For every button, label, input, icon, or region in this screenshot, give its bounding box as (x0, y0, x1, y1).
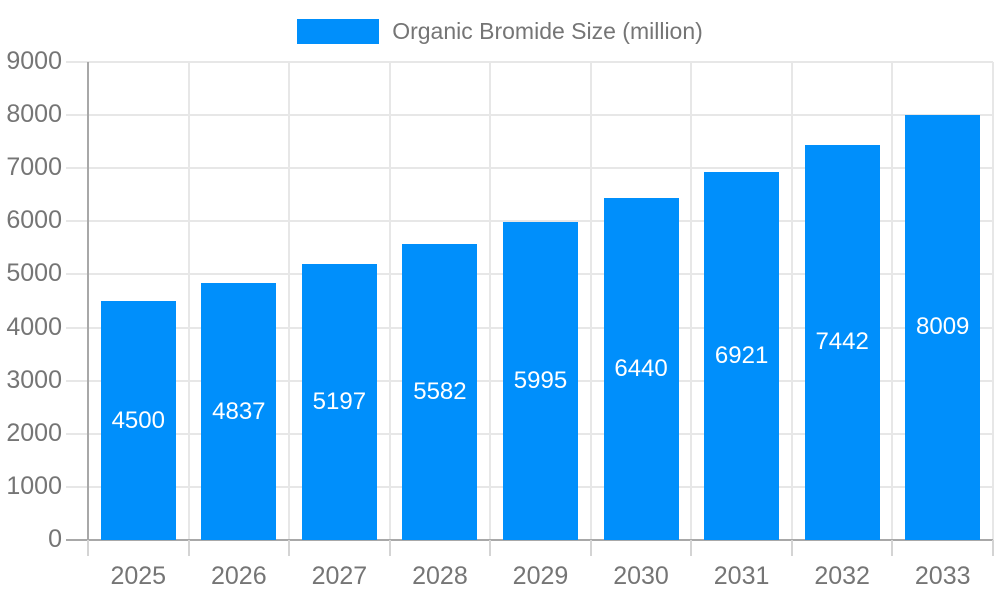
legend: Organic Bromide Size (million) (0, 10, 1000, 52)
y-gridline (66, 220, 993, 223)
x-axis-tick (288, 540, 291, 556)
bar[interactable] (503, 221, 578, 540)
x-axis-line (66, 539, 993, 541)
y-tick-label: 2000 (6, 418, 62, 447)
y-tick-label: 3000 (6, 365, 62, 394)
x-gridline (388, 62, 391, 540)
x-gridline (790, 62, 793, 540)
bar[interactable] (402, 243, 478, 540)
x-axis-tick (388, 540, 391, 556)
y-gridline (66, 167, 993, 170)
x-axis-tick (891, 540, 894, 556)
y-tick-label: 1000 (6, 471, 62, 500)
x-axis-tick (992, 540, 994, 556)
legend-item[interactable]: Organic Bromide Size (million) (297, 18, 703, 45)
x-tick-label: 2028 (412, 562, 468, 590)
x-axis-tick (489, 540, 492, 556)
x-tick-label: 2030 (613, 562, 669, 590)
x-gridline (690, 62, 693, 540)
y-tick-label: 8000 (6, 100, 62, 129)
x-gridline (489, 62, 492, 540)
x-gridline (992, 62, 994, 540)
y-tick-label: 7000 (6, 153, 62, 182)
x-tick-label: 2032 (814, 562, 870, 590)
x-gridline (288, 62, 291, 540)
x-gridline (891, 62, 894, 540)
y-tick-label: 0 (48, 525, 62, 553)
x-tick-label: 2026 (211, 562, 267, 590)
x-gridline (589, 62, 592, 540)
y-gridline (66, 61, 993, 63)
legend-label: Organic Bromide Size (million) (392, 17, 703, 44)
bar[interactable] (603, 197, 679, 540)
bar[interactable] (804, 144, 880, 540)
bar[interactable] (100, 301, 176, 540)
y-tick-label: 6000 (6, 206, 62, 235)
x-axis-tick (187, 540, 190, 556)
x-tick-label: 2029 (512, 562, 569, 590)
x-axis-tick (589, 540, 592, 556)
x-tick-label: 2025 (110, 562, 167, 590)
x-axis-tick (790, 540, 793, 556)
x-axis-tick (690, 540, 693, 556)
x-axis-tick (87, 540, 89, 556)
bar[interactable] (301, 263, 377, 540)
y-gridline (66, 114, 993, 117)
y-tick-label: 5000 (6, 259, 62, 288)
y-tick-label: 9000 (6, 47, 62, 75)
bar[interactable] (905, 114, 981, 540)
y-tick-label: 4000 (6, 312, 62, 341)
y-axis-line (87, 62, 89, 541)
bar[interactable] (201, 283, 277, 540)
x-tick-label: 2033 (914, 562, 971, 590)
legend-swatch-icon (297, 18, 380, 44)
bar[interactable] (704, 172, 780, 540)
x-gridline (187, 62, 190, 540)
x-tick-label: 2031 (713, 562, 770, 590)
x-tick-label: 2027 (311, 562, 368, 590)
